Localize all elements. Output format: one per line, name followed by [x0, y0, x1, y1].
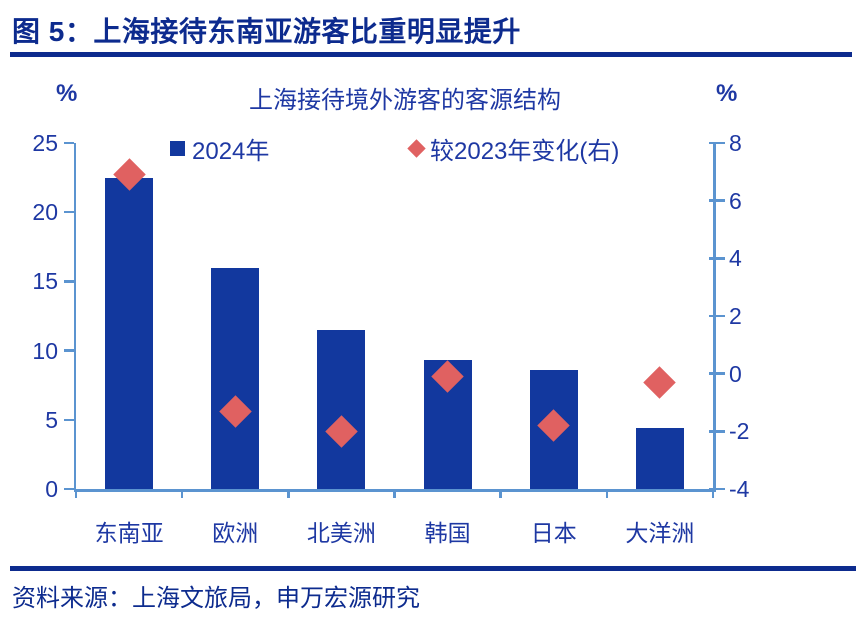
right-axis-tick-label: 6: [729, 187, 742, 214]
bar: [317, 329, 366, 489]
legend-label-change: 较2023年变化(右): [430, 137, 620, 165]
x-axis-tick: [605, 489, 609, 498]
left-axis-tick-label: 15: [32, 268, 58, 295]
right-axis-tick-label: 0: [729, 360, 742, 387]
x-axis-tick: [711, 489, 715, 498]
change-diamond: [643, 366, 677, 399]
legend-label-2024: 2024年: [192, 137, 270, 165]
left-axis-line: [73, 143, 76, 489]
bar: [105, 177, 154, 489]
bar: [211, 267, 260, 489]
right-axis-tick: [709, 487, 725, 491]
left-axis-tick: [64, 418, 74, 422]
category-label: 日本: [530, 520, 577, 546]
left-axis-tick: [64, 487, 74, 491]
chart-title: 上海接待境外游客的客源结构: [249, 87, 561, 114]
category-label: 大洋洲: [625, 520, 695, 546]
figure-title: 图 5：上海接待东南亚游客比重明显提升: [12, 16, 521, 47]
right-axis-tick: [709, 372, 725, 375]
title-underline: [10, 52, 852, 57]
right-axis-tick: [709, 257, 725, 260]
category-label: 韩国: [424, 520, 471, 546]
x-axis-tick: [499, 489, 502, 498]
left-axis-tick: [64, 141, 74, 145]
left-axis-tick: [64, 210, 74, 214]
left-axis-unit-label: %: [56, 80, 78, 107]
x-axis-tick: [74, 489, 78, 498]
right-axis-tick: [709, 314, 725, 318]
left-axis-tick-label: 5: [45, 406, 58, 433]
bar-series-swatch-icon: [170, 140, 185, 156]
x-axis-tick: [180, 489, 184, 498]
left-axis-tick: [64, 280, 74, 283]
chart-legend: 2024年 较2023年变化(右): [0, 131, 864, 165]
category-label: 东南亚: [94, 520, 164, 546]
right-axis-unit-label: %: [716, 80, 738, 107]
right-axis-tick: [709, 141, 725, 145]
bar: [635, 428, 684, 489]
right-axis-tick: [709, 199, 725, 202]
right-axis-tick-label: -4: [729, 476, 750, 502]
right-axis-tick-label: 2: [729, 303, 742, 329]
left-axis-tick-label: 25: [32, 130, 58, 156]
legend-item-change: 较2023年变化(右): [407, 131, 620, 165]
figure-bottom-rule: [10, 566, 856, 571]
right-axis-tick-label: 8: [729, 130, 742, 156]
right-axis-tick-label: 4: [729, 245, 742, 272]
legend-item-2024: 2024年: [170, 131, 269, 165]
left-axis-tick: [64, 349, 74, 352]
left-axis-tick-label: 10: [32, 337, 58, 364]
left-axis-tick-label: 0: [45, 476, 58, 502]
left-axis-tick-label: 20: [32, 199, 58, 226]
category-label: 欧洲: [212, 520, 259, 546]
category-label: 北美洲: [306, 520, 376, 546]
right-axis-tick-label: -2: [729, 418, 750, 445]
x-axis-tick: [287, 489, 290, 498]
right-axis-tick: [709, 430, 725, 433]
x-axis-tick: [393, 489, 396, 498]
source-note: 资料来源：上海文旅局，申万宏源研究: [12, 585, 420, 612]
